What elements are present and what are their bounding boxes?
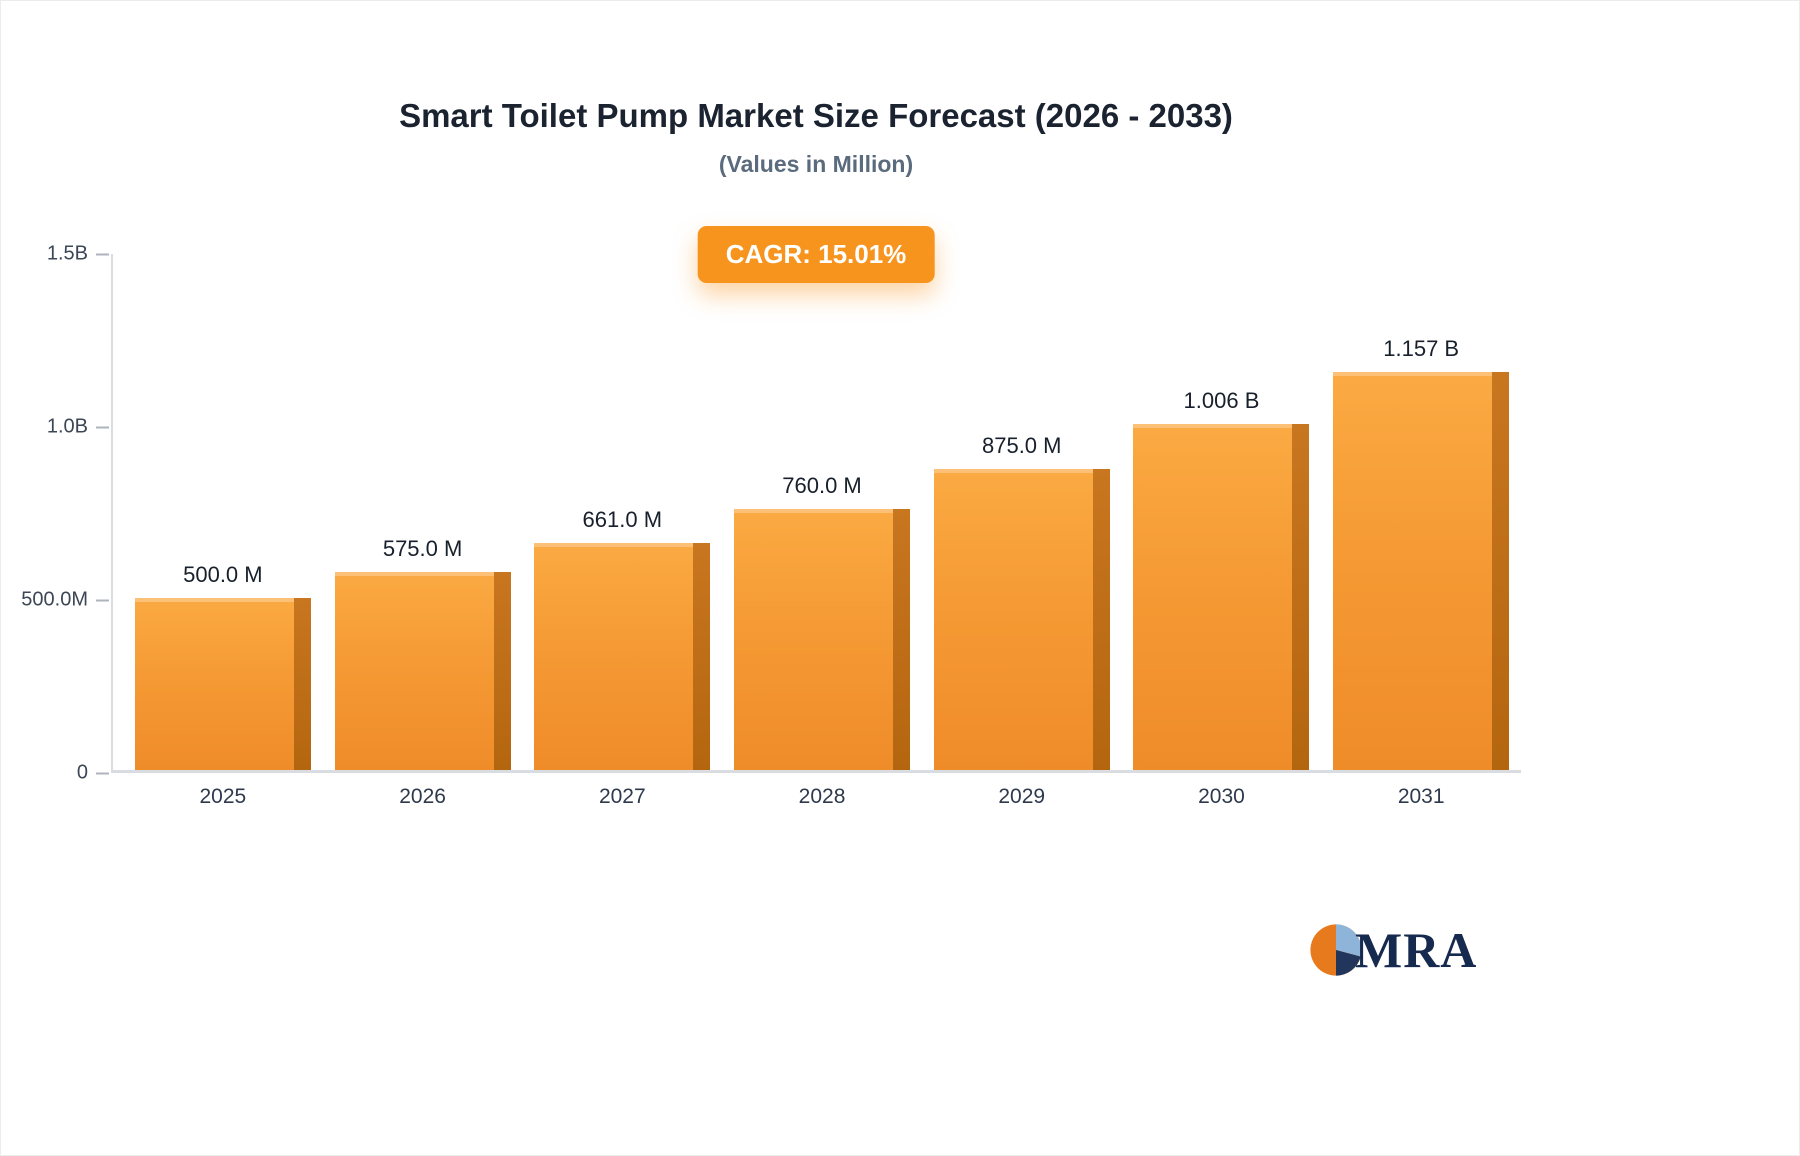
chart-title: Smart Toilet Pump Market Size Forecast (… (399, 97, 1233, 134)
x-axis-label: 2026 (399, 785, 446, 808)
plot-area: 500.0 M 2025 575.0 M 2026 661.0 M 2027 760.0 M… (111, 254, 1521, 808)
x-axis-label: 2031 (1397, 785, 1445, 808)
bar-value-label: 1.006 B (1183, 387, 1260, 413)
y-tick-mark (96, 772, 109, 774)
bar-side-shadow (493, 572, 511, 770)
bar-side-shadow (293, 598, 311, 770)
cagr-badge: CAGR: 15.01% (697, 226, 935, 283)
x-axis-label: 2028 (798, 785, 846, 808)
x-axis-label: 2027 (598, 785, 646, 808)
bar-group: 1.006 B 2030 (1122, 254, 1322, 808)
y-tick-label: 1.5B (46, 242, 88, 265)
bar (933, 469, 1110, 770)
y-axis-tick: 1.0B (47, 416, 109, 439)
bar-value-label: 1.157 B (1383, 336, 1460, 361)
bar-group: 575.0 M 2026 (323, 254, 523, 808)
bar-group: 500.0 M 2025 (123, 254, 323, 808)
bar-value-label: 875.0 M (981, 433, 1062, 458)
mra-pie-icon (1310, 924, 1362, 976)
bar (334, 572, 511, 770)
y-axis-tick: 0 (77, 762, 109, 785)
bar-face (334, 572, 494, 770)
brand-logo-text: MRA (1355, 922, 1478, 978)
bar-face (1333, 372, 1493, 770)
y-axis-tick: 500.0M (21, 589, 109, 612)
bar-face (734, 508, 894, 770)
bar (1333, 372, 1510, 770)
y-tick-mark (96, 253, 109, 255)
bar-face (534, 542, 694, 770)
bar-group: 661.0 M 2027 (522, 254, 722, 808)
bar-side-shadow (1492, 372, 1510, 770)
bar (134, 598, 311, 770)
y-tick-label: 1.0B (46, 415, 88, 438)
bar-side-shadow (693, 542, 711, 770)
bar (534, 542, 711, 770)
bar-group: 760.0 M 2028 (722, 254, 922, 808)
bar-side-shadow (893, 508, 911, 770)
bar-face (1133, 423, 1293, 770)
bar-face (933, 469, 1093, 770)
bar-value-label: 500.0 M (183, 562, 263, 588)
y-tick-label: 500.0M (21, 588, 88, 611)
x-axis-label: 2029 (998, 785, 1046, 808)
y-tick-label: 0 (76, 761, 88, 784)
bar (734, 508, 911, 770)
x-axis-label: 2030 (1198, 785, 1245, 808)
bar-side-shadow (1092, 469, 1110, 770)
bar-face (134, 598, 294, 770)
bar-side-shadow (1292, 423, 1310, 770)
y-tick-mark (96, 426, 109, 428)
bar-value-label: 760.0 M (782, 472, 862, 498)
bar-value-label: 575.0 M (382, 536, 463, 562)
y-tick-mark (96, 599, 109, 601)
brand-logo: MRA (1309, 923, 1477, 977)
bar-group: 1.157 B 2031 (1321, 254, 1521, 808)
y-axis: 0 500.0M 1.0B 1.5B (1, 243, 109, 784)
y-axis-tick: 1.5B (47, 243, 109, 266)
chart-subtitle: (Values in Million) (718, 151, 914, 177)
bar-value-label: 661.0 M (582, 506, 663, 532)
bar (1133, 423, 1310, 770)
bars: 500.0 M 2025 575.0 M 2026 661.0 M 2027 760.0 M… (123, 254, 1521, 808)
bar-group: 875.0 M 2029 (922, 254, 1122, 808)
x-axis-label: 2025 (199, 785, 247, 808)
